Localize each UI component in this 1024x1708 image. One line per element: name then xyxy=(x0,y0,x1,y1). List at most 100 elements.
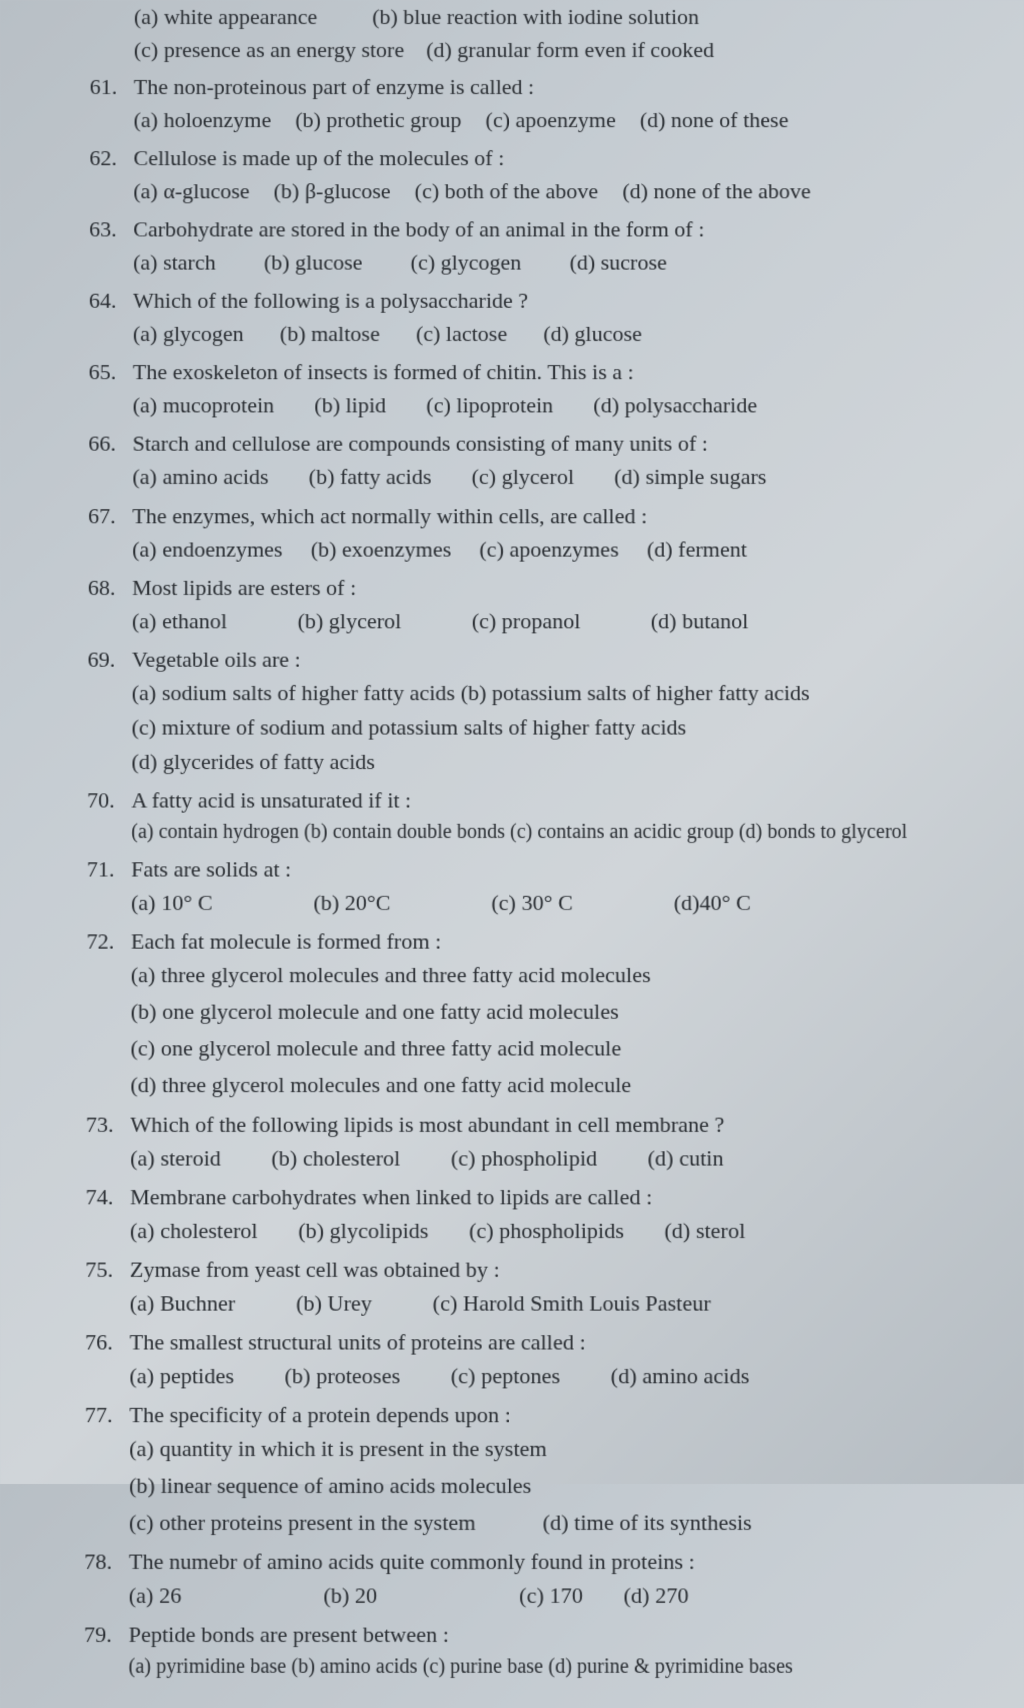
opt-d: (d) 270 xyxy=(624,1578,689,1613)
opt-c: (c) 170 xyxy=(519,1578,583,1613)
opt-a: (a) Buchner xyxy=(130,1286,236,1321)
opt-a: (a) steroid xyxy=(130,1141,221,1176)
opt-a: (a) quantity in which it is present in t… xyxy=(129,1431,980,1466)
question-stem: The exoskeleton of insects is formed of … xyxy=(133,355,634,388)
opt-c: (c) both of the above xyxy=(415,174,599,208)
question-77: 77. The specificity of a protein depends… xyxy=(84,1398,980,1541)
opt-d: (d) amino acids xyxy=(611,1358,750,1393)
opt-b: (b) prothetic group xyxy=(295,103,461,137)
question-stem: Most lipids are esters of : xyxy=(132,570,356,603)
question-number: 72. xyxy=(86,924,130,958)
opt-d: (d) cutin xyxy=(648,1141,724,1176)
question-number: 69. xyxy=(88,642,132,675)
opt-c: (c) one glycerol molecule and three fatt… xyxy=(130,1031,978,1066)
opt-c: (c) phospholipids xyxy=(469,1213,624,1248)
question-number: 68. xyxy=(88,570,132,603)
question-stem: Fats are solids at : xyxy=(131,852,291,885)
question-stem: The enzymes, which act normally within c… xyxy=(132,499,647,532)
opt-b: (b) linear sequence of amino acids molec… xyxy=(129,1468,980,1503)
question-65: 65. The exoskeleton of insects is formed… xyxy=(88,355,975,423)
question-number: 71. xyxy=(87,852,131,885)
opt-c: (c) lipoprotein xyxy=(426,389,553,423)
question-number: 78. xyxy=(84,1544,129,1578)
opt-b: (b) lipid xyxy=(314,389,386,423)
opt-d: (d)40° C xyxy=(674,886,751,921)
question-stem: The numebr of amino acids quite commonly… xyxy=(129,1544,695,1578)
opt-c: (c) lactose xyxy=(416,317,507,351)
question-number: 77. xyxy=(85,1398,130,1432)
question-70: 70. A fatty acid is unsaturated if it : … xyxy=(87,783,978,848)
exam-page: (a) white appearance (b) blue reaction w… xyxy=(0,0,1024,1708)
opt-b: (b) potassium salts of higher fatty acid… xyxy=(461,680,810,705)
question-68: 68. Most lipids are esters of : (a) etha… xyxy=(88,570,977,638)
opt-a: (a) α-glucose xyxy=(133,174,249,208)
opt-c: (c) peptones xyxy=(451,1358,560,1393)
opt-d: (d) bonds to glycerol xyxy=(739,821,907,843)
opt-b: (b) Urey xyxy=(296,1286,372,1321)
opt-b: (b) contain double bonds xyxy=(304,821,505,843)
opt-d: (d) none of the above xyxy=(622,174,811,208)
question-stem: Which of the following is a polysacchari… xyxy=(133,284,528,317)
opt-c: (c) mixture of sodium and potassium salt… xyxy=(132,714,687,739)
opt-d: (d) time of its synthesis xyxy=(543,1509,752,1535)
question-stem: Membrane carbohydrates when linked to li… xyxy=(130,1179,652,1213)
question-stem: Zymase from yeast cell was obtained by : xyxy=(130,1252,500,1286)
opt-c: (c) apoenzymes xyxy=(479,532,618,566)
opt-b: (b) 20 xyxy=(323,1578,377,1613)
opt-a: (a) starch xyxy=(133,246,216,280)
opt-d: (d) three glycerol molecules and one fat… xyxy=(130,1068,978,1103)
question-number: 74. xyxy=(86,1179,131,1213)
question-number: 73. xyxy=(86,1107,131,1141)
question-75: 75. Zymase from yeast cell was obtained … xyxy=(85,1252,979,1321)
opt-b: (b) glycolipids xyxy=(298,1213,428,1248)
question-63: 63. Carbohydrate are stored in the body … xyxy=(89,213,975,280)
opt-c: (c) Harold Smith Louis Pasteur xyxy=(433,1286,711,1321)
question-stem: Peptide bonds are present between : xyxy=(129,1618,449,1652)
question-78: 78. The numebr of amino acids quite comm… xyxy=(84,1544,980,1613)
opt-a: (a) sodium salts of higher fatty acids xyxy=(132,680,455,705)
opt-d: (d) glycerides of fatty acids xyxy=(131,749,375,774)
opt-a: (a) mucoprotein xyxy=(133,389,275,423)
opt-a: (a) contain hydrogen xyxy=(131,821,299,843)
question-stem: The specificity of a protein depends upo… xyxy=(129,1398,511,1432)
opt-d: (d) sterol xyxy=(664,1213,745,1248)
question-stem: A fatty acid is unsaturated if it : xyxy=(131,783,411,816)
q60-opt-c: (c) presence as an energy store xyxy=(134,37,404,62)
question-number: 64. xyxy=(89,284,133,317)
q60-opt-d: (d) granular form even if cooked xyxy=(426,37,714,62)
opt-a: (a) peptides xyxy=(129,1358,234,1393)
question-stem: Vegetable oils are : xyxy=(132,642,301,675)
opt-b: (b) β-glucose xyxy=(274,174,391,208)
question-67: 67. The enzymes, which act normally with… xyxy=(88,499,976,567)
opt-a: (a) cholesterol xyxy=(130,1213,258,1248)
opt-b: (b) exoenzymes xyxy=(311,532,452,566)
opt-c: (c) contains an acidic group xyxy=(510,821,734,843)
opt-d: (d) sucrose xyxy=(569,246,666,280)
question-number: 79. xyxy=(84,1618,129,1652)
opt-d: (d) polysaccharide xyxy=(593,389,757,423)
opt-c: (c) glycogen xyxy=(411,246,522,280)
question-number: 62. xyxy=(89,141,133,174)
question-stem: Each fat molecule is formed from : xyxy=(131,924,441,958)
opt-b: (b) one glycerol molecule and one fatty … xyxy=(131,995,979,1030)
opt-c: (c) other proteins present in the system xyxy=(129,1509,476,1535)
opt-c: (c) propanol xyxy=(472,604,581,638)
opt-a: (a) amino acids xyxy=(132,460,268,494)
opt-b: (b) proteoses xyxy=(285,1358,401,1393)
opt-b: (b) glucose xyxy=(264,246,363,280)
q60-opt-a: (a) white appearance xyxy=(134,4,317,29)
opt-a: (a) three glycerol molecules and three f… xyxy=(131,958,978,993)
opt-b: (b) maltose xyxy=(280,317,380,351)
question-stem: Cellulose is made up of the molecules of… xyxy=(133,141,504,174)
opt-c: (c) purine base xyxy=(423,1656,544,1679)
question-64: 64. Which of the following is a polysacc… xyxy=(89,284,976,351)
opt-d: (d) none of these xyxy=(640,103,789,137)
question-stem: Which of the following lipids is most ab… xyxy=(130,1107,724,1141)
question-number: 61. xyxy=(90,70,134,103)
opt-a: (a) pyrimidine base xyxy=(128,1656,286,1679)
opt-a: (a) 26 xyxy=(129,1578,182,1613)
question-number: 63. xyxy=(89,213,133,246)
question-66: 66. Starch and cellulose are compounds c… xyxy=(88,427,976,495)
question-stem: Carbohydrate are stored in the body of a… xyxy=(133,213,704,246)
opt-d: (d) purine & pyrimidine bases xyxy=(548,1656,793,1679)
